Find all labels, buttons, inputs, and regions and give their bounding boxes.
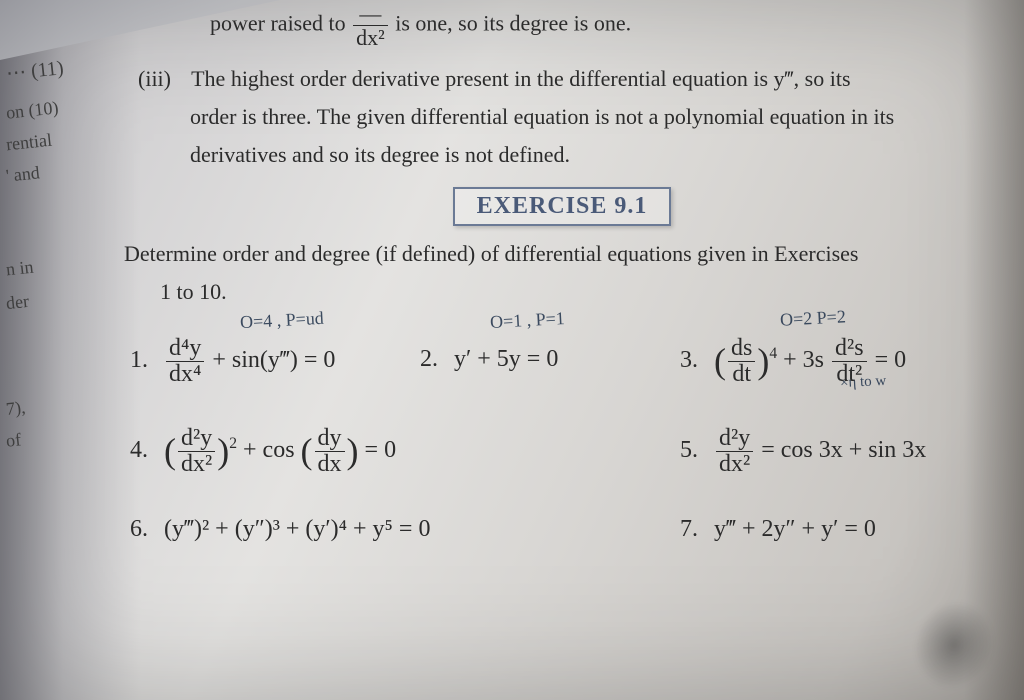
num-2: 2. [420,346,438,372]
marker-iii: (iii) [138,63,186,95]
eq2: y′ + 5y = 0 [454,346,558,372]
frac-bot: dx [315,452,345,477]
intro-line-0: power raised to — dx² is one, so its deg… [210,2,1004,49]
frac-bot: dx² [353,26,388,49]
frac-top: ds [728,336,755,362]
frac-dx2-intro: — dx² [353,2,388,49]
pow4: 4 [769,345,777,362]
margin-frag-der: der [5,291,30,314]
num-1: 1. [130,347,148,373]
rparen: ) [217,431,229,471]
problem-4: 4. ( d²y dx² )2 + cos ( dy dx ) = 0 [130,426,396,477]
frac-d4y-dx4: d⁴y dx⁴ [166,336,204,387]
eq4-tail: = 0 [365,437,397,463]
frac-top: dy [315,426,345,452]
eq3-tail: = 0 [875,347,907,373]
problem-6: 6. (y‴)² + (y″)³ + (y′)⁴ + y⁵ = 0 [130,516,430,543]
left-margin-fragments: ⋯ (11) on (10) rential ' and n in der 7)… [0,0,105,700]
margin-frag-of: of [5,429,22,451]
num-3: 3. [680,347,698,373]
num-6: 6. [130,516,148,542]
frac-top: d²s [832,336,867,362]
frac-top: d⁴y [166,336,204,362]
handnote-3: O=2 P=2 [779,306,846,330]
handnote-1: O=4 , P=ud [240,307,325,332]
frac-bot: dt² [832,362,867,387]
eq7: y‴ + 2y″ + y′ = 0 [714,516,876,542]
frac-dy-dx: dy dx [315,426,345,477]
instruction-line-a: Determine order and degree (if defined) … [124,238,1004,270]
plus3s: + 3s [783,347,824,373]
problems-grid: O=4 , P=ud O=1 , P=1 O=2 P=2 ×η to w 1. … [120,316,1004,616]
eq5-rhs: = cos 3x + sin 3x [761,437,926,463]
exercise-heading: EXERCISE 9.1 [453,187,672,226]
intro-line0-b: is one, so its degree is one. [395,11,631,36]
frac-top: — [353,2,388,26]
eq6: (y‴)² + (y″)³ + (y′)⁴ + y⁵ = 0 [164,516,430,542]
exercise-heading-wrap: EXERCISE 9.1 [120,187,1004,226]
margin-frag-7: 7), [5,397,27,420]
rparen2: ) [347,431,359,471]
instruction-line-b: 1 to 10. [160,276,1004,308]
frac-bot: dx² [178,452,215,477]
frac-top: d²y [178,426,215,452]
rparen: ) [757,341,769,381]
margin-frag-11: ⋯ (11) [5,55,65,86]
frac-top: d²y [716,426,753,452]
frac-d2y-dx2-a: d²y dx² [178,426,215,477]
pluscos: + cos [243,437,295,463]
handnote-2: O=1 , P=1 [490,308,566,333]
problem-1: 1. d⁴y dx⁴ + sin(y‴) = 0 [130,336,335,387]
num-5: 5. [680,437,698,463]
problem-3: 3. ( ds dt )4 + 3s d²s dt² = 0 [680,336,906,387]
num-4: 4. [130,437,148,463]
para-iii: (iii) The highest order derivative prese… [120,63,1004,95]
problem-5: 5. d²y dx² = cos 3x + sin 3x [680,426,926,477]
num-7: 7. [680,516,698,542]
margin-frag-and: ' and [5,162,41,186]
page-background: ⋯ (11) on (10) rential ' and n in der 7)… [0,0,1024,700]
frac-d2s-dt2: d²s dt² [832,336,867,387]
iii-line-c: derivatives and so its degree is not def… [120,139,1004,171]
margin-frag-nin: n in [5,257,35,281]
frac-d2y-dx2-b: d²y dx² [716,426,753,477]
problem-7: 7. y‴ + 2y″ + y′ = 0 [680,516,876,543]
intro-line0-a: power raised to [210,11,351,36]
frac-bot: dt [728,362,755,387]
lparen: ( [714,341,726,381]
margin-frag-10: on (10) [5,97,59,123]
lparen: ( [164,431,176,471]
frac-bot: dx² [716,452,753,477]
problem-2: 2. y′ + 5y = 0 [420,346,558,373]
margin-frag-rential: rential [5,130,53,156]
iii-line-a: The highest order derivative present in … [191,66,850,91]
page-content: power raised to — dx² is one, so its deg… [120,0,1004,700]
lparen2: ( [301,431,313,471]
pow2: 2 [229,435,237,452]
eq1-tail: + sin(y‴) = 0 [212,347,335,373]
frac-bot: dx⁴ [166,362,204,387]
iii-line-b: order is three. The given differential e… [120,101,1004,133]
frac-ds-dt: ds dt [728,336,755,387]
